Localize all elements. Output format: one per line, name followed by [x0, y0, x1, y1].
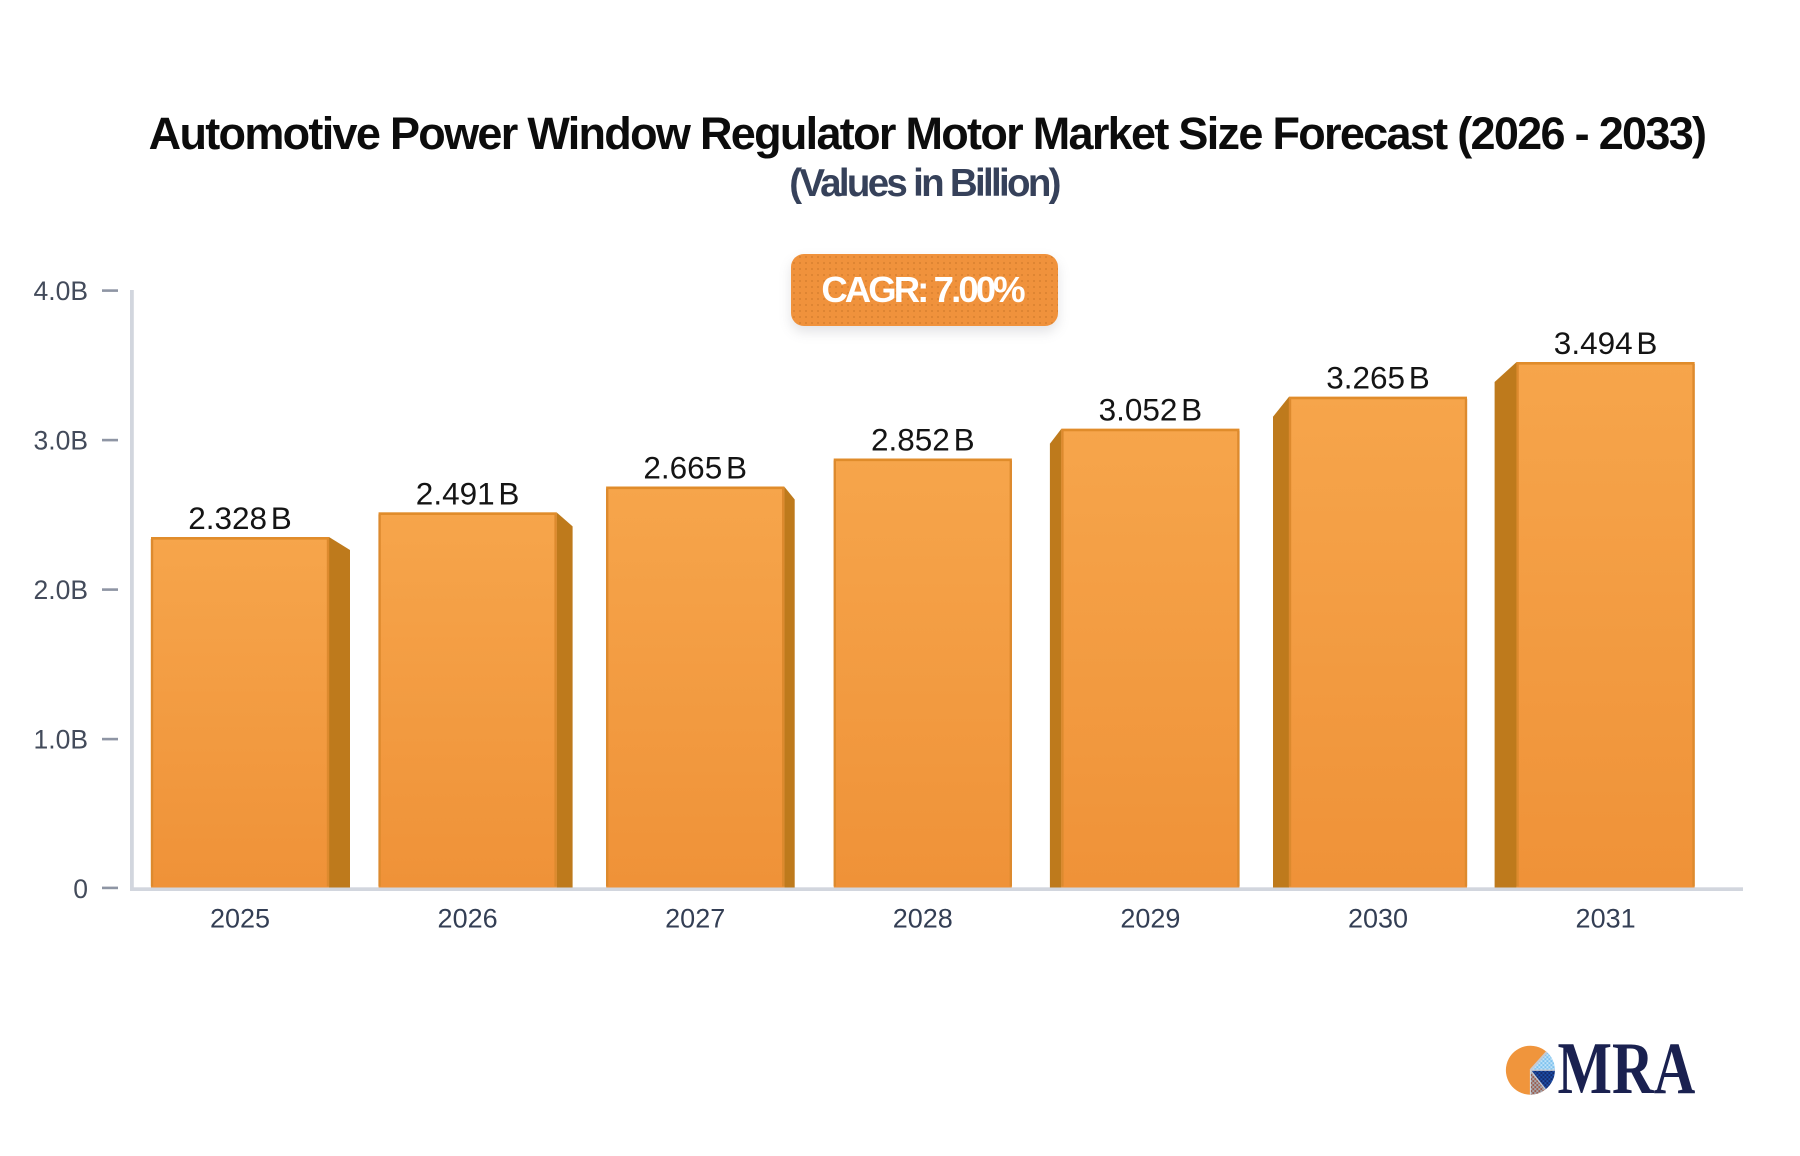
- svg-text:2027: 2027: [665, 904, 725, 934]
- svg-text:2.491 B: 2.491 B: [416, 475, 520, 511]
- svg-text:2025: 2025: [210, 904, 270, 934]
- svg-text:2.0B: 2.0B: [33, 575, 88, 605]
- svg-text:3.265 B: 3.265 B: [1326, 360, 1430, 396]
- svg-text:3.052 B: 3.052 B: [1099, 392, 1203, 428]
- svg-text:2.665 B: 2.665 B: [643, 450, 747, 486]
- svg-text:2031: 2031: [1576, 904, 1636, 934]
- svg-text:4.0B: 4.0B: [33, 276, 88, 306]
- svg-text:2030: 2030: [1348, 904, 1408, 934]
- svg-text:1.0B: 1.0B: [33, 725, 88, 755]
- svg-text:3.0B: 3.0B: [33, 426, 88, 456]
- svg-text:2.328 B: 2.328 B: [188, 500, 292, 536]
- svg-text:2028: 2028: [893, 904, 953, 934]
- svg-text:2026: 2026: [438, 904, 498, 934]
- svg-text:2.852 B: 2.852 B: [871, 422, 975, 458]
- svg-text:0: 0: [73, 874, 88, 904]
- svg-text:MRA: MRA: [1558, 1028, 1696, 1109]
- svg-text:2029: 2029: [1120, 904, 1180, 934]
- svg-text:3.494 B: 3.494 B: [1554, 325, 1658, 361]
